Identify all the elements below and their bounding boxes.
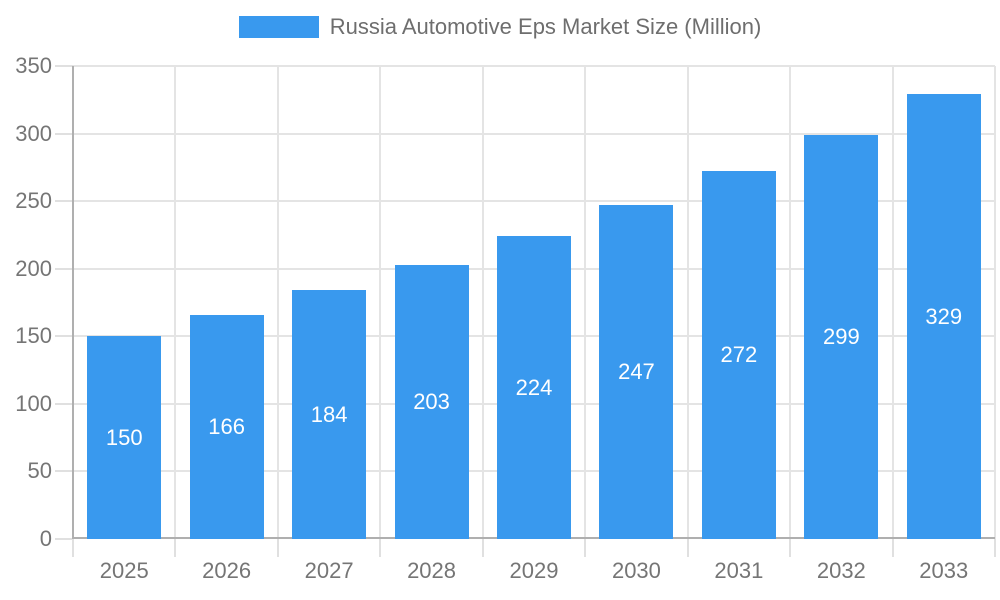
- y-axis-tick: [55, 335, 73, 338]
- x-axis-category-label: 2026: [202, 558, 252, 583]
- bar[interactable]: 203: [394, 264, 469, 539]
- gridline-vertical: [174, 66, 177, 539]
- x-axis-category-label: 2028: [407, 558, 457, 583]
- x-axis-category-label: 2027: [304, 558, 354, 583]
- y-axis-tick-label: 250: [15, 188, 52, 214]
- legend-label: Russia Automotive Eps Market Size (Milli…: [329, 14, 762, 39]
- legend-swatch: [238, 16, 319, 38]
- bar-value-label: 203: [413, 388, 450, 414]
- bar[interactable]: 184: [292, 290, 367, 539]
- y-axis-tick-label: 200: [15, 255, 52, 281]
- bar-value-label: 272: [720, 342, 758, 368]
- y-axis-tick: [55, 267, 73, 270]
- bar[interactable]: 224: [497, 236, 571, 539]
- gridline-vertical: [379, 66, 382, 539]
- x-axis-category-label: 2032: [816, 558, 866, 583]
- x-axis-category-label: 2033: [919, 558, 969, 583]
- y-axis-tick: [55, 132, 73, 135]
- x-axis-tick: [481, 539, 484, 557]
- bar[interactable]: 272: [701, 171, 776, 539]
- gridline-vertical: [789, 66, 792, 539]
- bar[interactable]: 329: [906, 94, 981, 539]
- y-axis-tick-label: 0: [39, 526, 52, 551]
- bar-value-label: 329: [925, 303, 963, 329]
- y-axis-tick-label: 300: [15, 120, 52, 146]
- y-axis-tick: [55, 470, 73, 473]
- legend[interactable]: Russia Automotive Eps Market Size (Milli…: [0, 14, 1000, 40]
- gridline-vertical: [891, 66, 894, 539]
- bar-value-label: 224: [515, 374, 553, 400]
- gridline-vertical: [994, 66, 996, 539]
- x-axis-category-label: 2031: [714, 558, 764, 583]
- bar-value-label: 184: [310, 401, 348, 427]
- y-axis-tick-label: 50: [27, 458, 52, 484]
- y-axis-tick-label: 100: [15, 390, 52, 416]
- gridline-vertical: [584, 66, 587, 539]
- x-axis-category-label: 2025: [99, 558, 149, 583]
- bar-value-label: 247: [618, 359, 655, 385]
- gridline-vertical: [276, 66, 279, 539]
- x-axis-tick: [994, 539, 996, 557]
- y-axis-tick-label: 150: [15, 323, 52, 349]
- x-axis-tick: [276, 539, 279, 557]
- x-axis-category-label: 2029: [509, 558, 559, 583]
- x-axis-tick: [686, 539, 689, 557]
- y-axis-line: [72, 66, 74, 539]
- bar[interactable]: 166: [189, 314, 264, 539]
- gridline-vertical: [481, 66, 484, 539]
- gridline-horizontal: [73, 200, 995, 203]
- x-axis-tick: [584, 539, 587, 557]
- gridline-vertical: [686, 66, 689, 539]
- bar-value-label: 150: [105, 424, 143, 450]
- gridline-horizontal: [73, 65, 995, 67]
- y-axis-tick: [55, 200, 73, 203]
- bar[interactable]: 150: [87, 336, 162, 539]
- bar-value-label: 166: [208, 413, 246, 439]
- x-axis-tick: [891, 539, 894, 557]
- x-axis-tick: [72, 539, 74, 557]
- x-axis-tick: [789, 539, 792, 557]
- y-axis-tick: [55, 65, 73, 67]
- bar-value-label: 299: [822, 323, 860, 349]
- x-axis-tick: [174, 539, 177, 557]
- bar[interactable]: 247: [599, 205, 674, 539]
- x-axis-tick: [379, 539, 382, 557]
- bar[interactable]: 299: [804, 134, 879, 539]
- gridline-horizontal: [73, 132, 995, 135]
- x-axis-category-label: 2030: [611, 558, 661, 583]
- plot-area: 0 50 100 150 200 250 300 350 150 2025 166 2026 184 20…: [15, 53, 996, 583]
- y-axis-tick: [55, 538, 73, 540]
- y-axis-tick-label: 350: [15, 53, 52, 78]
- y-axis-tick: [55, 402, 73, 405]
